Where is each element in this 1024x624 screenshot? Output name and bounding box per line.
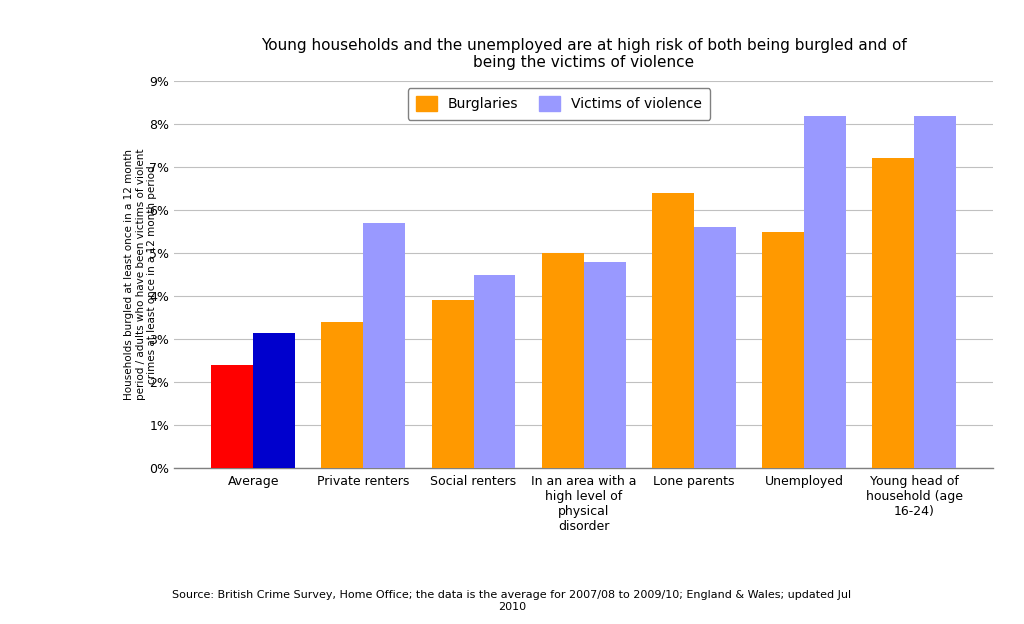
Bar xyxy=(253,333,295,468)
Bar xyxy=(322,322,364,468)
Bar xyxy=(872,158,914,468)
Y-axis label: Households burgled at least once in a 12 month
period / adults who have been vic: Households burgled at least once in a 12… xyxy=(124,149,158,401)
Bar xyxy=(762,232,804,468)
Bar xyxy=(473,275,515,468)
Bar xyxy=(584,261,626,468)
Text: Source: British Crime Survey, Home Office; the data is the average for 2007/08 t: Source: British Crime Survey, Home Offic… xyxy=(172,590,852,612)
Bar xyxy=(211,365,253,468)
Bar xyxy=(804,115,846,468)
Legend: Burglaries, Victims of violence: Burglaries, Victims of violence xyxy=(408,88,711,120)
Bar xyxy=(432,300,473,468)
Bar xyxy=(914,115,956,468)
Bar xyxy=(652,193,694,468)
Bar xyxy=(694,227,735,468)
Bar xyxy=(364,223,406,468)
Title: Young households and the unemployed are at high risk of both being burgled and o: Young households and the unemployed are … xyxy=(261,38,906,71)
Bar xyxy=(542,253,584,468)
